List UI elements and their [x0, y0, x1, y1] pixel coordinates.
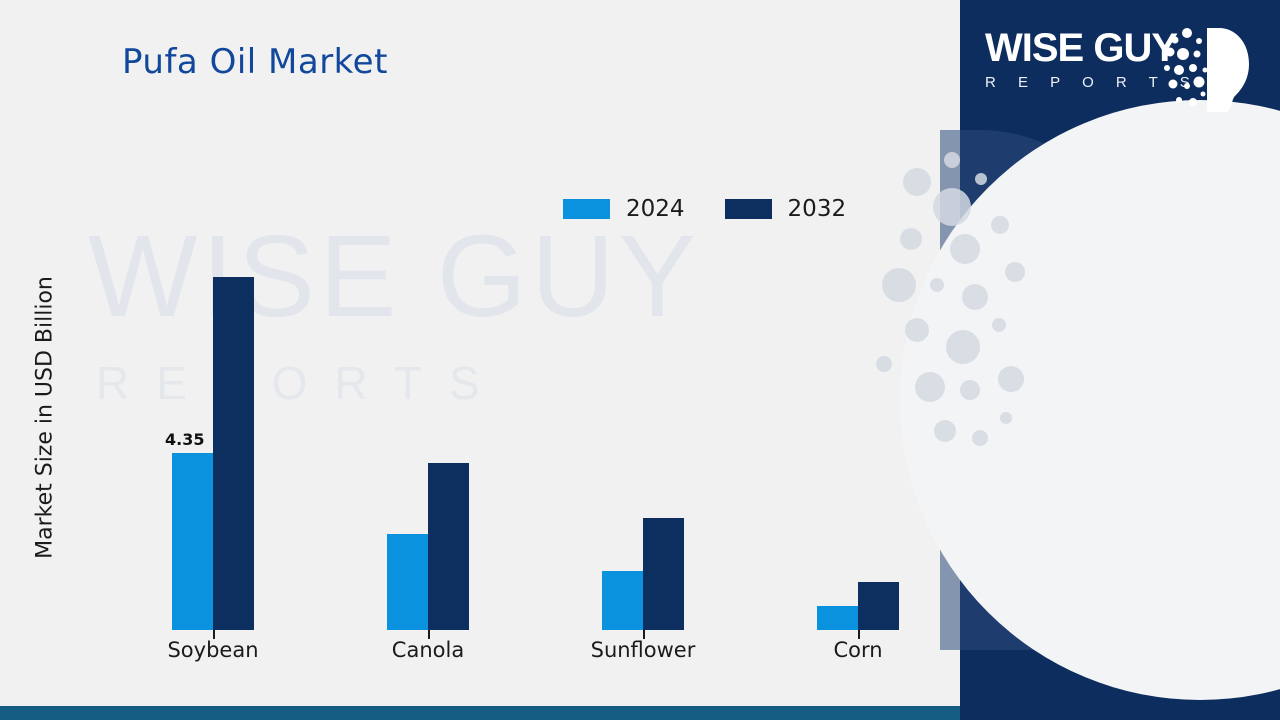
bar-canola-2024[interactable] — [387, 534, 428, 630]
brand-logo: WISE GUY R E P O R T S — [985, 26, 1249, 123]
x-axis-label-canola: Canola — [391, 638, 465, 662]
x-axis-tick — [858, 630, 860, 639]
x-axis-label-corn: Corn — [833, 638, 883, 662]
legend-item-2024[interactable]: 2024 — [563, 196, 685, 222]
bar-canola-2032[interactable] — [428, 462, 469, 630]
legend-swatch-2032 — [724, 199, 772, 219]
bottom-accent-strip — [0, 706, 960, 720]
page-title: Pufa Oil Market — [122, 42, 388, 82]
plot-area: 4.35 — [120, 240, 940, 639]
legend-label-2024: 2024 — [626, 196, 685, 222]
bar-corn-2032[interactable] — [858, 582, 899, 630]
x-axis-tick — [213, 630, 215, 639]
legend-label-2032: 2032 — [787, 196, 847, 222]
bar-corn-2024[interactable] — [817, 605, 858, 630]
x-axis-label-soybean: Soybean — [167, 638, 259, 662]
chart-legend: 2024 2032 — [563, 196, 846, 222]
x-axis-tick — [428, 630, 430, 639]
logo-primary-text: WISE GUY — [985, 26, 1178, 70]
logo-secondary-text: R E P O R T S — [985, 74, 1199, 91]
legend-swatch-2024 — [563, 199, 610, 219]
logo-dot-head-icon — [1161, 24, 1253, 116]
bar-sunflower-2032[interactable] — [643, 518, 684, 630]
x-axis-label-sunflower: Sunflower — [590, 638, 696, 662]
chart: Market Size in USD Billion 4.35 Soybean C… — [32, 240, 940, 662]
x-axis-tick — [643, 630, 645, 639]
bar-value-label: 4.35 — [165, 430, 205, 450]
bar-soybean-2024[interactable] — [172, 453, 213, 630]
legend-item-2032[interactable]: 2032 — [724, 196, 847, 222]
bar-soybean-2032[interactable] — [213, 276, 254, 630]
bar-sunflower-2024[interactable] — [602, 570, 643, 630]
y-axis-title: Market Size in USD Billion — [32, 276, 58, 559]
